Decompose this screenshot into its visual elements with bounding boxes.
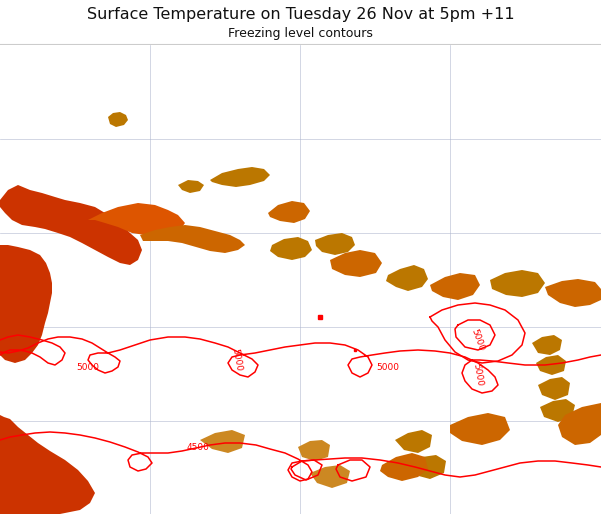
Polygon shape [0, 185, 142, 265]
Polygon shape [268, 201, 310, 223]
Polygon shape [200, 430, 245, 453]
Text: Freezing level contours: Freezing level contours [228, 27, 373, 40]
Text: 5000: 5000 [231, 348, 243, 372]
Text: 4500: 4500 [186, 444, 209, 452]
Polygon shape [0, 415, 95, 514]
Polygon shape [395, 430, 432, 453]
Text: 5000: 5000 [76, 362, 100, 372]
Polygon shape [0, 425, 60, 514]
Polygon shape [270, 237, 312, 260]
Polygon shape [545, 279, 601, 307]
Polygon shape [0, 273, 45, 343]
Polygon shape [178, 180, 204, 193]
Polygon shape [558, 403, 601, 445]
Polygon shape [490, 270, 545, 297]
Polygon shape [532, 335, 562, 355]
Polygon shape [108, 112, 128, 127]
Text: Surface Temperature on Tuesday 26 Nov at 5pm +11: Surface Temperature on Tuesday 26 Nov at… [87, 7, 514, 22]
Polygon shape [330, 250, 382, 277]
Polygon shape [538, 377, 570, 400]
Polygon shape [88, 203, 185, 237]
Polygon shape [430, 273, 480, 300]
Polygon shape [540, 399, 575, 422]
Polygon shape [386, 265, 428, 291]
Polygon shape [380, 453, 428, 481]
Polygon shape [408, 455, 446, 479]
Polygon shape [536, 355, 566, 375]
Text: 5000: 5000 [470, 327, 486, 352]
Text: 5000: 5000 [472, 363, 484, 387]
Polygon shape [310, 465, 350, 488]
Polygon shape [210, 167, 270, 187]
Polygon shape [0, 245, 52, 363]
Text: 5000: 5000 [376, 362, 400, 372]
Polygon shape [315, 233, 355, 255]
Polygon shape [298, 440, 330, 461]
Polygon shape [140, 225, 245, 253]
Polygon shape [450, 413, 510, 445]
